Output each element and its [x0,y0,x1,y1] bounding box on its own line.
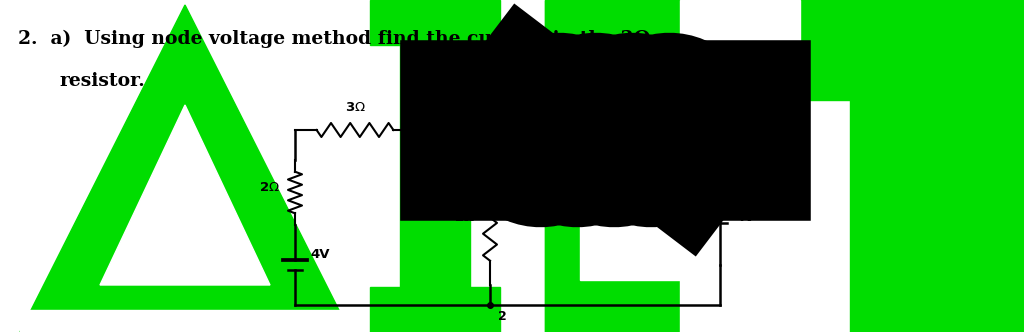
Polygon shape [400,0,470,332]
Polygon shape [545,0,760,332]
Polygon shape [20,310,350,332]
Polygon shape [680,0,800,332]
Text: 3$\Omega$: 3$\Omega$ [345,101,366,114]
Text: 4V: 4V [310,248,330,262]
Polygon shape [370,0,500,45]
Polygon shape [850,0,1024,332]
Text: 4V: 4V [735,211,755,224]
Text: 2V: 2V [438,101,457,114]
Polygon shape [750,0,1024,100]
Text: 2$\Omega$: 2$\Omega$ [595,101,615,114]
Text: 2: 2 [498,310,507,323]
Polygon shape [580,55,800,280]
Polygon shape [100,105,270,285]
Polygon shape [545,0,760,332]
Text: 2$\Omega$: 2$\Omega$ [455,211,475,224]
Text: 1: 1 [498,99,507,112]
Text: 2$\Omega$: 2$\Omega$ [259,181,280,194]
Polygon shape [370,287,500,332]
Polygon shape [20,5,350,332]
Text: 2.  a)  Using node voltage method find the current in the 3Ω: 2. a) Using node voltage method find the… [18,30,650,48]
Text: resistor.: resistor. [60,72,145,90]
